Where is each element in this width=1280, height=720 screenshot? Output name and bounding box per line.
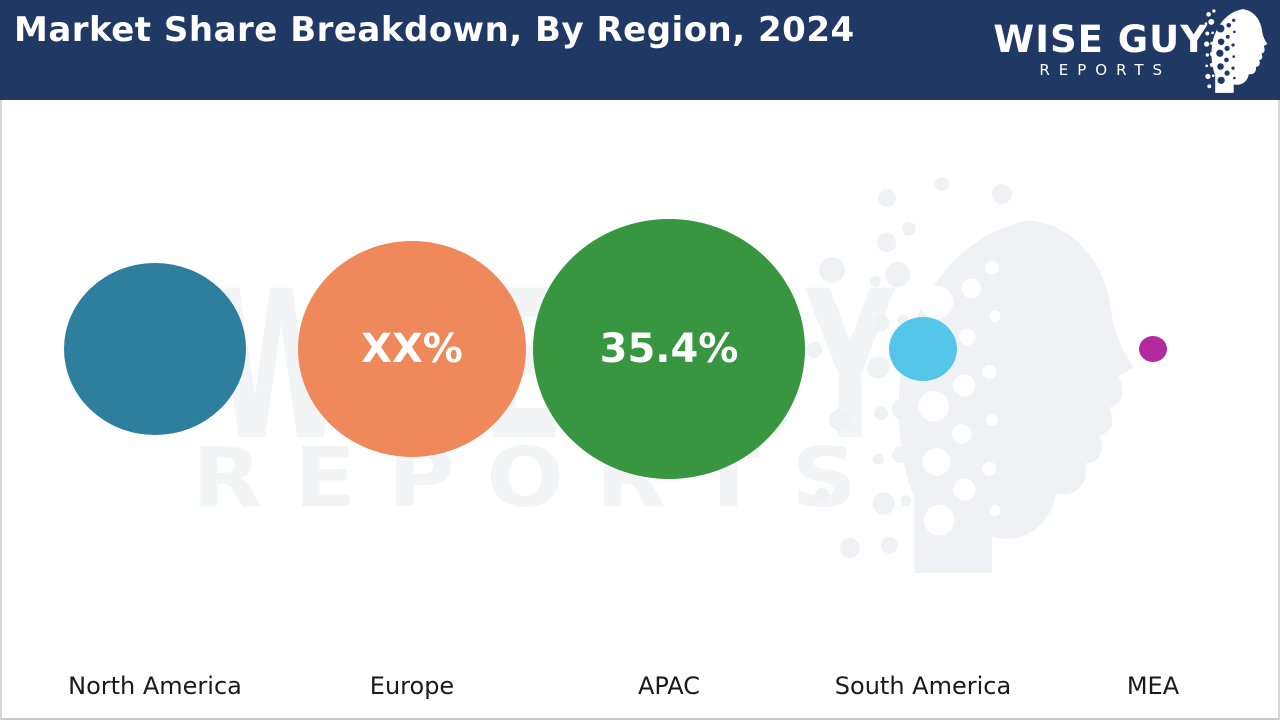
watermark-dots <box>806 177 1012 558</box>
category-label-apac: APAC <box>637 672 701 700</box>
bubble-layer: XX% 35.4% <box>2 100 1278 718</box>
category-label-europe: Europe <box>369 672 455 700</box>
category-label-row: North America Europe APAC South America MEA <box>2 100 1278 718</box>
header: Market Share Breakdown, By Region, 2024 … <box>0 0 1280 100</box>
bubble-north-america <box>64 263 246 435</box>
page-title: Market Share Breakdown, By Region, 2024 <box>14 10 855 50</box>
category-label-north-america: North America <box>68 672 242 700</box>
bubble-south-america <box>889 317 957 381</box>
bubble-value-label-europe: XX% <box>361 326 463 372</box>
bubble-chart: WISE GUY R E P O R T S XX%35.4% North Am… <box>0 100 1280 720</box>
logo-line2: REPORTS <box>1039 60 1172 79</box>
logo-wordmark: WISE GUY REPORTS <box>993 18 1208 79</box>
bubble-apac: 35.4% <box>533 219 805 479</box>
wise-guy-head-icon <box>1204 7 1270 93</box>
bubble-value-label-apac: 35.4% <box>599 326 739 372</box>
bubble-mea <box>1139 336 1167 362</box>
logo-line1: WISE GUY <box>993 18 1208 62</box>
category-label-mea: MEA <box>1126 672 1180 700</box>
wise-guy-logo: WISE GUY REPORTS <box>993 6 1270 94</box>
bubble-europe: XX% <box>298 241 526 457</box>
category-label-south-america: South America <box>834 672 1012 700</box>
